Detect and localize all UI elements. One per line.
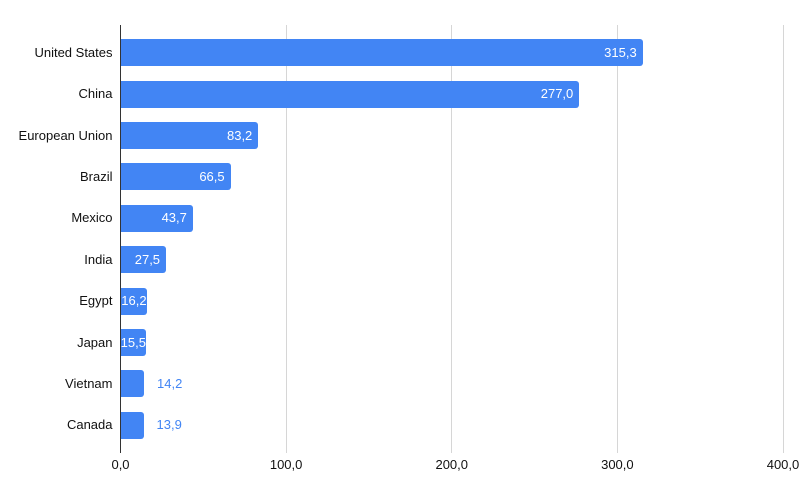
bar[interactable] [120,287,148,315]
bar[interactable] [120,411,144,439]
bar-value-label: 15,5 [120,334,146,350]
bar-value-label: 83,2 [226,127,253,143]
x-axis-tick-label: 0,0 [111,457,130,472]
category-label: Canada [66,417,113,433]
bar[interactable] [120,204,193,232]
bar-value-label: 315,3 [604,44,637,60]
x-gridline [285,25,287,453]
category-label: Mexico [71,210,113,226]
category-label: European Union [18,127,113,143]
x-axis-tick-label: 300,0 [601,457,634,472]
bar[interactable] [120,246,167,274]
x-gridline [451,25,453,453]
bar[interactable] [120,370,145,398]
bar-value-label: 43,7 [161,210,187,226]
category-label: Japan [77,334,113,350]
bar-value-label: 13,9 [156,417,182,433]
category-label: Egypt [79,293,113,309]
bar-value-label: 27,5 [134,251,161,267]
category-label: Brazil [79,168,113,184]
bar[interactable] [120,80,580,108]
bar[interactable] [120,163,231,191]
x-gridline [616,25,618,453]
bar[interactable] [120,122,259,149]
bar[interactable] [120,329,147,356]
bar-value-label: 66,5 [199,168,225,184]
y-axis-baseline [120,25,121,453]
x-axis-tick-label: 400,0 [766,457,800,472]
category-label: Vietnam [65,375,113,391]
bar-value-label: 277,0 [540,86,574,102]
bar[interactable] [120,39,643,67]
x-axis-tick-label: 100,0 [269,457,303,472]
bar-value-label: 16,2 [121,293,147,309]
category-label: China [78,86,113,102]
bar-value-label: 14,2 [157,375,183,391]
x-gridline [782,25,784,453]
category-label: India [84,251,113,267]
x-axis-tick-label: 200,0 [435,457,469,472]
category-label: United States [34,44,113,60]
